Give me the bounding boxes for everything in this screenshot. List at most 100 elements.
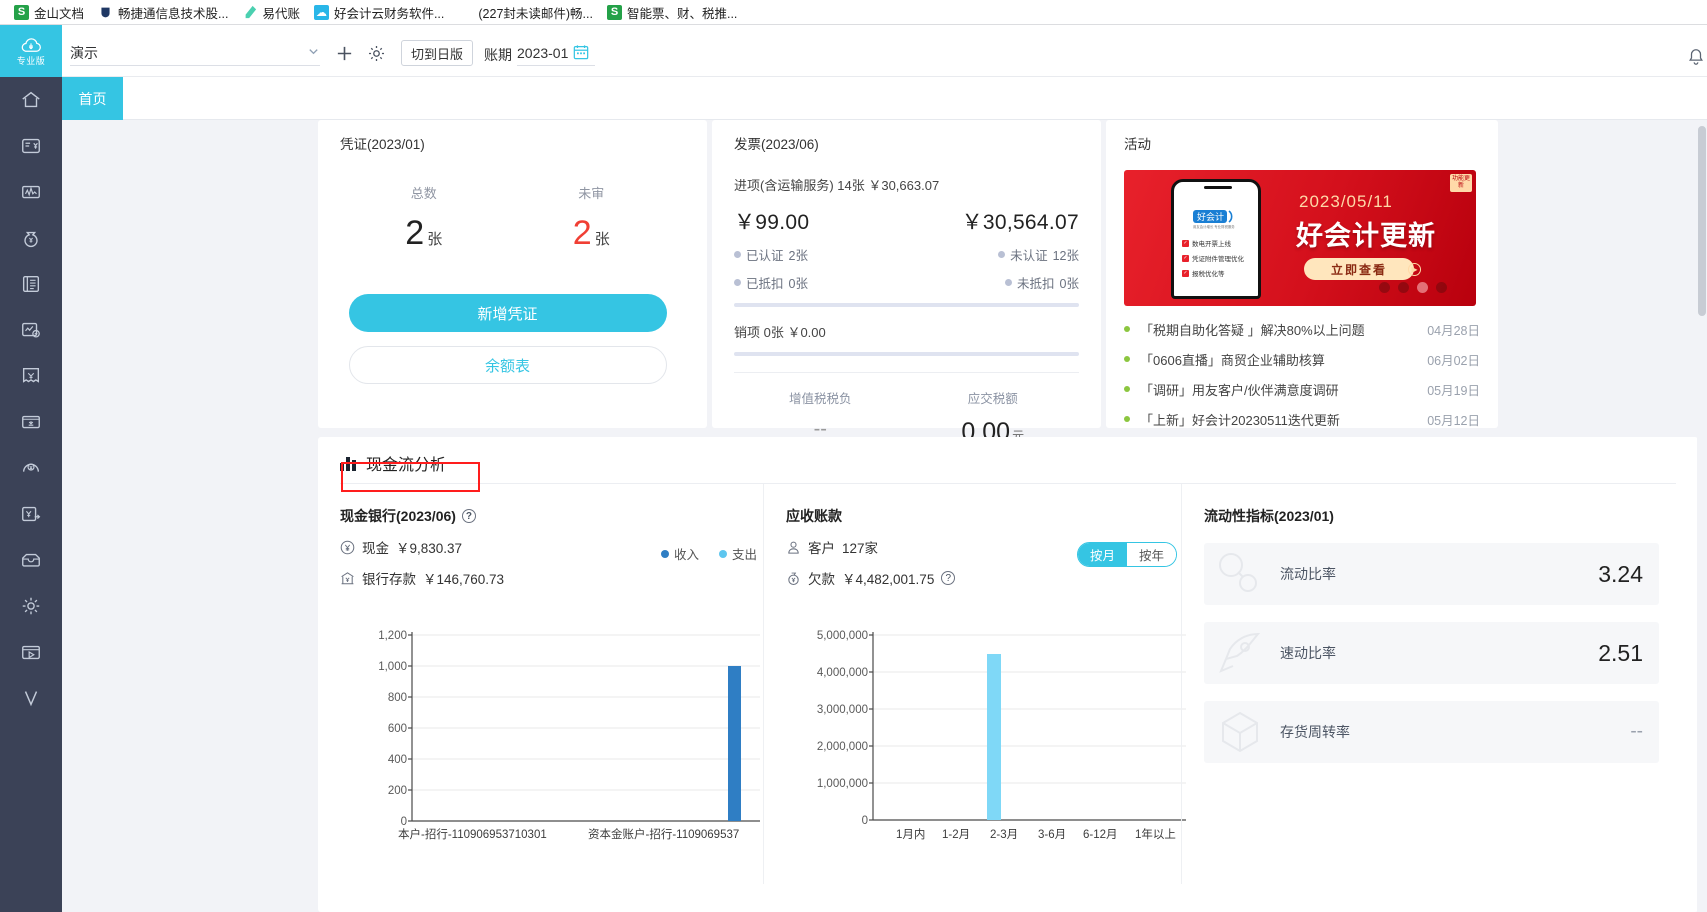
page-scrollbar[interactable]	[1697, 120, 1707, 912]
promo-banner[interactable]: 功能更新 好会计 用友会计增长 专业财税服务 ✓ 数电开票上线	[1124, 170, 1476, 306]
legend-swatch-income	[660, 549, 669, 558]
cash-bank-title: 现金银行(2023/06) ?	[340, 506, 745, 526]
bookmark-item[interactable]: 畅捷通信息技术股...	[92, 2, 234, 23]
banner-cta-button[interactable]: 立即查看	[1304, 258, 1414, 280]
tax-label: 增值税税负	[788, 392, 852, 406]
sidebar-item-voucher[interactable]	[0, 123, 62, 169]
sidebar-item-assets[interactable]	[0, 261, 62, 307]
sidebar-item-archive[interactable]	[0, 537, 62, 583]
browser-bookmarks-bar: S 金山文档 畅捷通信息技术股... 易代账 ☁ 好会计云财务软件... M (…	[0, 0, 1707, 25]
company-name: 演示	[70, 44, 98, 61]
receivable-title: 应收账款	[786, 506, 1181, 526]
svg-text:1年以上: 1年以上	[1135, 827, 1176, 841]
liquidity-item-quick-ratio[interactable]: 速动比率 2.51	[1204, 622, 1659, 684]
bullet-dot-icon	[1124, 356, 1130, 362]
mail-icon: M	[458, 4, 474, 20]
notification-bell-icon[interactable]	[1687, 48, 1705, 69]
banner-feature-item: ✓ 报税优化等	[1182, 268, 1225, 278]
line-value: 0张	[788, 277, 808, 291]
help-icon[interactable]: ?	[941, 571, 956, 585]
sidebar-item-settings[interactable]	[0, 583, 62, 629]
news-title: 「0606直播」商贸企业辅助核算	[1140, 352, 1325, 368]
bookmark-item[interactable]: ☁ 好会计云财务软件...	[308, 2, 450, 23]
liquidity-item-value: 2.51	[1598, 639, 1643, 666]
liquidity-item-current-ratio[interactable]: 流动比率 3.24	[1204, 543, 1659, 605]
legend-expense[interactable]: 支出	[718, 544, 757, 563]
check-icon: ✓	[1182, 254, 1189, 262]
plus-icon	[337, 46, 351, 60]
bookmark-item[interactable]: S 智能票、财、税推...	[601, 2, 743, 23]
news-list-item[interactable]: 「0606直播」商贸企业辅助核算 06月02日	[1124, 344, 1480, 374]
tab-home[interactable]: 首页	[62, 77, 123, 120]
settings-button[interactable]	[365, 42, 387, 64]
sidebar-item-inventory[interactable]	[0, 399, 62, 445]
tax-burden: 增值税税负 --	[734, 388, 907, 447]
chevron-right-icon[interactable]: ▶	[1408, 263, 1421, 276]
period-input[interactable]: 2023-01	[517, 40, 595, 66]
cash-bank-chart[interactable]: 1,200 1,000 800 600 400 200 0	[340, 612, 760, 884]
sidebar-item-report[interactable]	[0, 169, 62, 215]
phone-mockup: 好会计 用友会计增长 专业财税服务 ✓ 数电开票上线 ✓ 凭证附件管理优化	[1171, 179, 1261, 299]
bookmark-item[interactable]: 易代账	[236, 2, 306, 23]
news-list-item[interactable]: 「税期自助化答疑 」解决80%以上问题 04月28日	[1124, 314, 1480, 344]
cloud-icon: ☁	[313, 4, 329, 20]
receivable-chart[interactable]: 5,000,000 4,000,000 3,000,000 2,000,000 …	[786, 612, 1186, 884]
add-voucher-button[interactable]: 新增凭证	[348, 294, 667, 332]
stat-label: 未审	[578, 186, 605, 201]
bookmark-label: (227封未读邮件)畅...	[478, 6, 593, 21]
help-icon[interactable]: ?	[461, 509, 476, 523]
bookmark-item[interactable]: M (227封未读邮件)畅...	[452, 2, 599, 23]
debt-value: ￥4,482,001.75	[842, 572, 935, 587]
toggle-by-year[interactable]: 按年	[1127, 543, 1176, 566]
news-list-item[interactable]: 「调研」用友客户/伙伴满意度调研 05月19日	[1124, 374, 1480, 404]
check-icon: ✓	[1182, 239, 1189, 247]
scrollbar-thumb[interactable]	[1698, 126, 1706, 316]
sidebar-item-analysis[interactable]	[0, 307, 62, 353]
period-toggle[interactable]: 按月 按年	[1077, 542, 1177, 567]
bar-income-2[interactable]	[728, 666, 741, 821]
sidebar-item-video[interactable]	[0, 629, 62, 675]
bookmark-item[interactable]: S 金山文档	[8, 2, 90, 23]
invoice-card-title: 发票(2023/06)	[734, 137, 819, 152]
app-logo[interactable]: 专业版	[0, 25, 62, 77]
period-label: 账期	[484, 47, 512, 63]
cashflow-body: 现金银行(2023/06) ? 现金 ￥9,830.37	[340, 484, 1676, 884]
add-button[interactable]	[333, 42, 355, 64]
check-icon: ✓	[1182, 269, 1189, 277]
switch-old-version-button[interactable]: 切到日版	[401, 40, 474, 66]
chart-report-icon	[22, 185, 40, 199]
line-label: 未认证	[1010, 249, 1048, 263]
sidebar-item-money[interactable]	[0, 215, 62, 261]
feature-label: 报税优化等	[1192, 271, 1225, 278]
svg-text:6-12月: 6-12月	[1083, 829, 1118, 841]
bookmark-label: 金山文档	[34, 6, 85, 21]
balance-sheet-button[interactable]: 余额表	[348, 346, 667, 384]
sidebar-item-transfer[interactable]	[0, 491, 62, 537]
toggle-by-month[interactable]: 按月	[1078, 543, 1127, 566]
news-list-item[interactable]: 「上新」好会计20230511迭代更新 05月12日	[1124, 404, 1480, 434]
sidebar-item-more[interactable]	[0, 675, 62, 721]
sidebar-item-payroll[interactable]	[0, 445, 62, 491]
cash-bank-legend: 收入 支出	[660, 544, 757, 563]
invoice-right-col: ￥30,564.07 未认证 12张 未抵扣 0张	[907, 206, 1079, 292]
company-select[interactable]: 演示	[70, 40, 320, 66]
receivable-section: 应收账款 客户 127家	[763, 484, 1186, 884]
sidebar-item-invoice[interactable]	[0, 353, 62, 399]
tax-label: 应交税额	[967, 392, 1018, 406]
bar-3-6-months[interactable]	[987, 654, 1001, 820]
title-text: 应收账款	[786, 508, 842, 524]
legend-income[interactable]: 收入	[660, 544, 699, 563]
news-date: 05月12日	[1427, 413, 1480, 428]
news-date: 05月19日	[1427, 383, 1480, 398]
calendar-icon[interactable]	[573, 44, 589, 63]
liquidity-item-inventory-turnover[interactable]: 存货周转率 --	[1204, 701, 1659, 763]
svg-text:好会计: 好会计	[1197, 211, 1224, 222]
bullet-dot-icon	[1005, 279, 1013, 286]
svg-text:3-6月: 3-6月	[1038, 829, 1066, 841]
sidebar-item-home[interactable]	[0, 77, 62, 123]
invoice-left-col: ￥99.00 已认证 2张 已抵扣 0张	[734, 206, 907, 292]
svg-text:2-3月: 2-3月	[990, 829, 1018, 841]
